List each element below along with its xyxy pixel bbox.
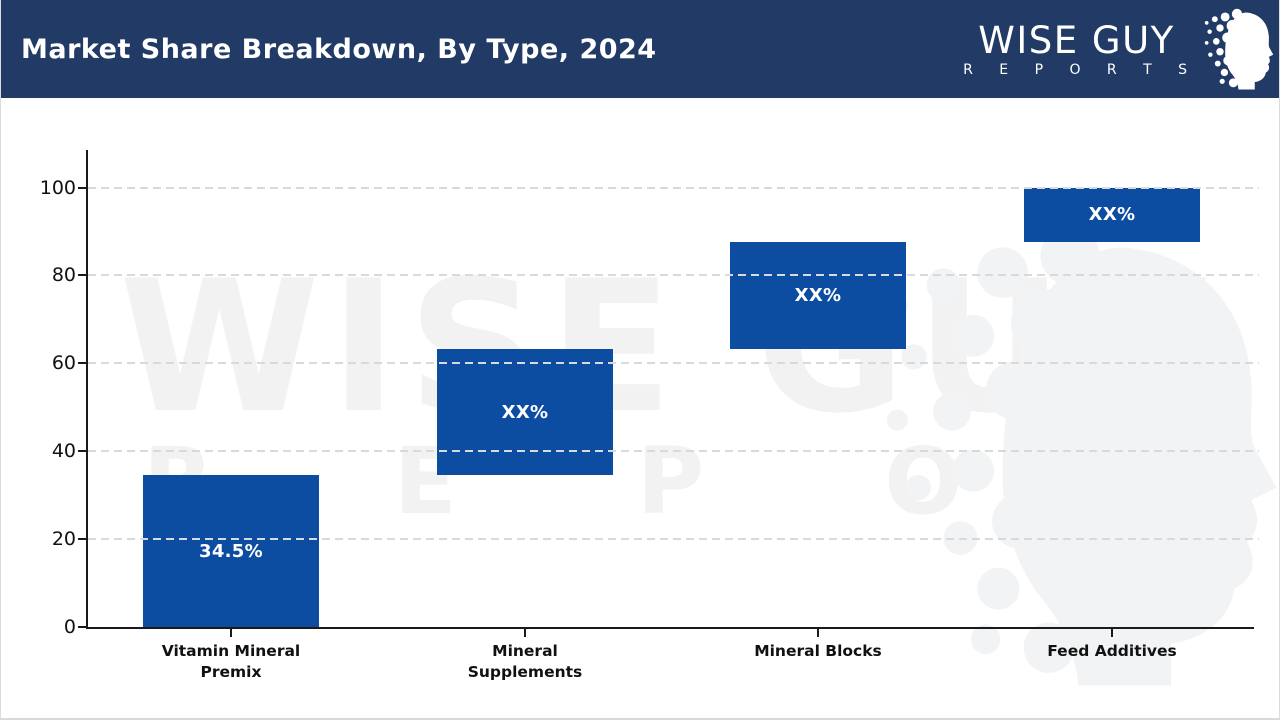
gridline-60	[88, 362, 1259, 365]
x-tick-3	[1111, 629, 1113, 637]
y-tick-60	[78, 362, 86, 365]
logo-wordmark: WISE GUY	[978, 18, 1175, 62]
header-bar: Market Share Breakdown, By Type, 2024 WI…	[1, 0, 1279, 98]
x-category-label: Mineral Blocks	[754, 642, 882, 660]
x-tick-2	[817, 629, 819, 637]
y-tick-80	[78, 274, 86, 277]
y-tick-40	[78, 450, 86, 453]
x-tick-1	[524, 629, 526, 637]
y-tick-label-40: 40	[51, 440, 76, 463]
chart-title: Market Share Breakdown, By Type, 2024	[21, 33, 657, 65]
x-category-label: Vitamin Mineral Premix	[161, 642, 301, 681]
bar-feed-additives: XX%	[1024, 187, 1200, 243]
x-category-label: Mineral Supplements	[467, 642, 583, 681]
y-tick-100	[78, 186, 86, 189]
watermark-head-icon	[857, 222, 1280, 694]
y-tick-label-80: 80	[51, 264, 76, 287]
y-axis-spine	[86, 150, 88, 629]
y-tick-label-20: 20	[51, 528, 76, 551]
y-tick-label-0: 0	[63, 616, 76, 638]
x-tick-0	[230, 629, 232, 637]
y-tick-20	[78, 538, 86, 541]
gridline-20	[88, 538, 1259, 541]
dotted-head-logo-icon	[1200, 8, 1274, 91]
wise-guy-reports-logo: WISE GUY R E P O R T S	[955, 7, 1274, 91]
bar-value-label: XX%	[1088, 204, 1136, 226]
x-category-label: Feed Additives	[1047, 642, 1177, 660]
y-tick-label-60: 60	[51, 352, 76, 375]
logo-subtitle: R E P O R T S	[963, 61, 1198, 78]
x-axis-spine	[86, 627, 1254, 629]
gridline-40	[88, 450, 1259, 453]
bar-mineral-blocks: XX%	[730, 242, 906, 349]
bar-vitamin-mineral-premix: 34.5%	[143, 475, 319, 627]
gridline-80	[88, 274, 1259, 277]
gridline-100	[88, 186, 1259, 189]
bar-value-label: 34.5%	[199, 540, 263, 562]
y-tick-0	[78, 626, 86, 628]
bar-value-label: XX%	[794, 285, 842, 307]
y-tick-label-100: 100	[39, 176, 76, 199]
logo-text: WISE GUY R E P O R T S	[955, 18, 1198, 78]
bar-mineral-supplements: XX%	[437, 348, 613, 476]
bar-value-label: XX%	[501, 401, 549, 423]
